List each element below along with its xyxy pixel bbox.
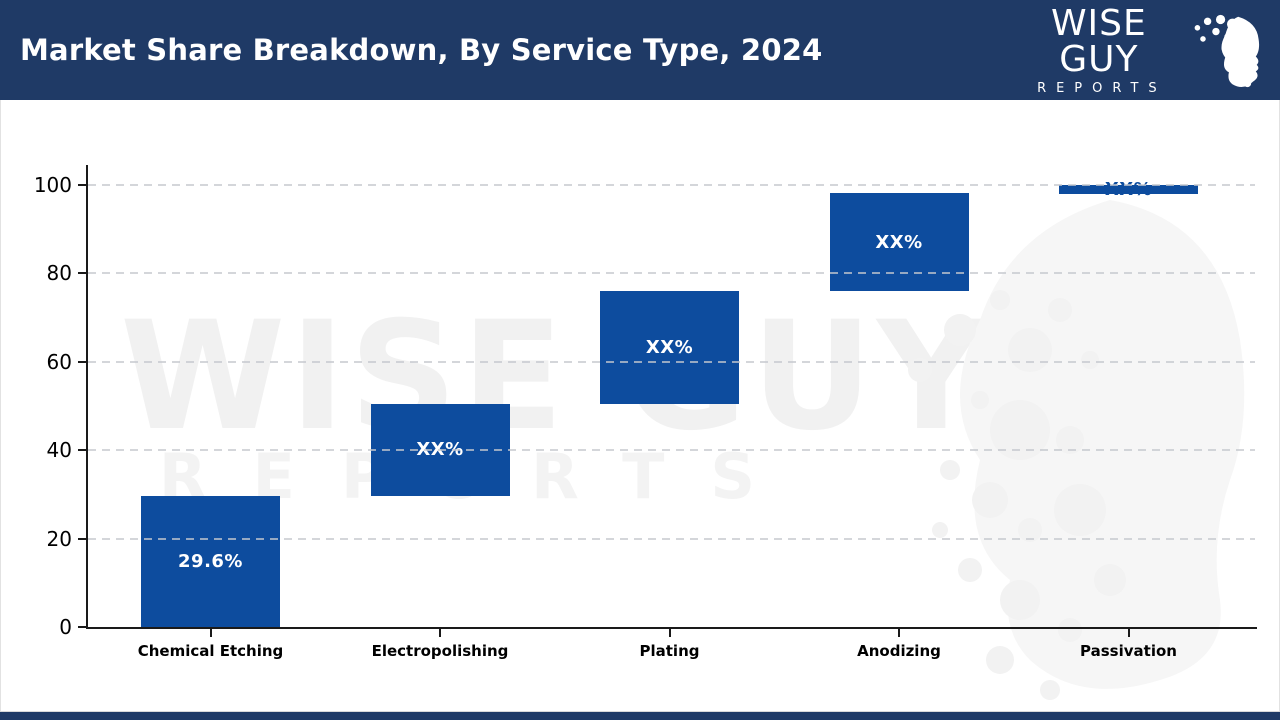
y-tick-label: 80 bbox=[46, 261, 72, 286]
bar-value-label: XX% bbox=[645, 336, 694, 358]
y-tick-mark bbox=[78, 184, 86, 186]
y-tick-label: 20 bbox=[46, 526, 72, 551]
y-tick-mark bbox=[78, 626, 86, 628]
bar-plating: XX% bbox=[600, 291, 739, 404]
x-axis-line bbox=[86, 627, 1257, 629]
watermark-wordmark: WISE GUY bbox=[120, 290, 990, 464]
x-category-label: Anodizing bbox=[857, 642, 941, 660]
chart-area: 29.6% XX% XX% XX% XX% 0 20 40 60 80 100 Chemical E… bbox=[0, 100, 1280, 710]
x-category-label: Chemical Etching bbox=[137, 642, 284, 660]
x-tick-mark bbox=[439, 629, 441, 637]
page-title: Market Share Breakdown, By Service Type,… bbox=[20, 33, 823, 67]
axis-layer: 0 20 40 60 80 100 Chemical Etching Electropolis… bbox=[0, 100, 1280, 710]
y-tick-label: 100 bbox=[33, 173, 72, 197]
y-tick-mark bbox=[78, 272, 86, 275]
y-tick-label: 60 bbox=[46, 349, 72, 374]
bar-value-label: XX% bbox=[875, 231, 923, 253]
footer-strip bbox=[0, 712, 1280, 720]
brand-logo: WISE GUY REPORTS bbox=[1012, 6, 1262, 96]
brand-logo-face-icon bbox=[1194, 14, 1259, 88]
bar-anodizing: XX% bbox=[829, 192, 969, 292]
bar-value-label: 29.6% bbox=[178, 551, 243, 573]
bar-chemical-etching: 29.6% bbox=[141, 496, 280, 627]
brand-logo-text: WISE GUY REPORTS bbox=[1012, 3, 1186, 97]
x-tick-mark bbox=[209, 629, 212, 637]
brand-logo-wordmark: WISE GUY bbox=[1050, 3, 1147, 80]
y-axis-line bbox=[86, 165, 88, 629]
y-tick-label: 40 bbox=[46, 438, 72, 463]
brand-logo-subtext: REPORTS bbox=[1037, 81, 1167, 96]
x-category-label: Plating bbox=[639, 642, 700, 660]
y-tick-mark bbox=[78, 537, 86, 540]
x-tick-mark bbox=[1127, 629, 1130, 637]
y-tick-label: 0 bbox=[59, 615, 72, 639]
x-category-label: Passivation bbox=[1080, 642, 1177, 660]
bars-layer: 29.6% XX% XX% XX% XX% bbox=[0, 100, 1280, 710]
header-bar: Market Share Breakdown, By Service Type,… bbox=[0, 0, 1280, 100]
x-category-label: Electropolishing bbox=[371, 642, 509, 660]
y-tick-mark bbox=[78, 360, 86, 363]
y-tick-mark bbox=[78, 449, 86, 452]
footer-hairline bbox=[0, 711, 1280, 712]
x-tick-mark bbox=[898, 629, 900, 637]
x-tick-mark bbox=[668, 629, 671, 637]
